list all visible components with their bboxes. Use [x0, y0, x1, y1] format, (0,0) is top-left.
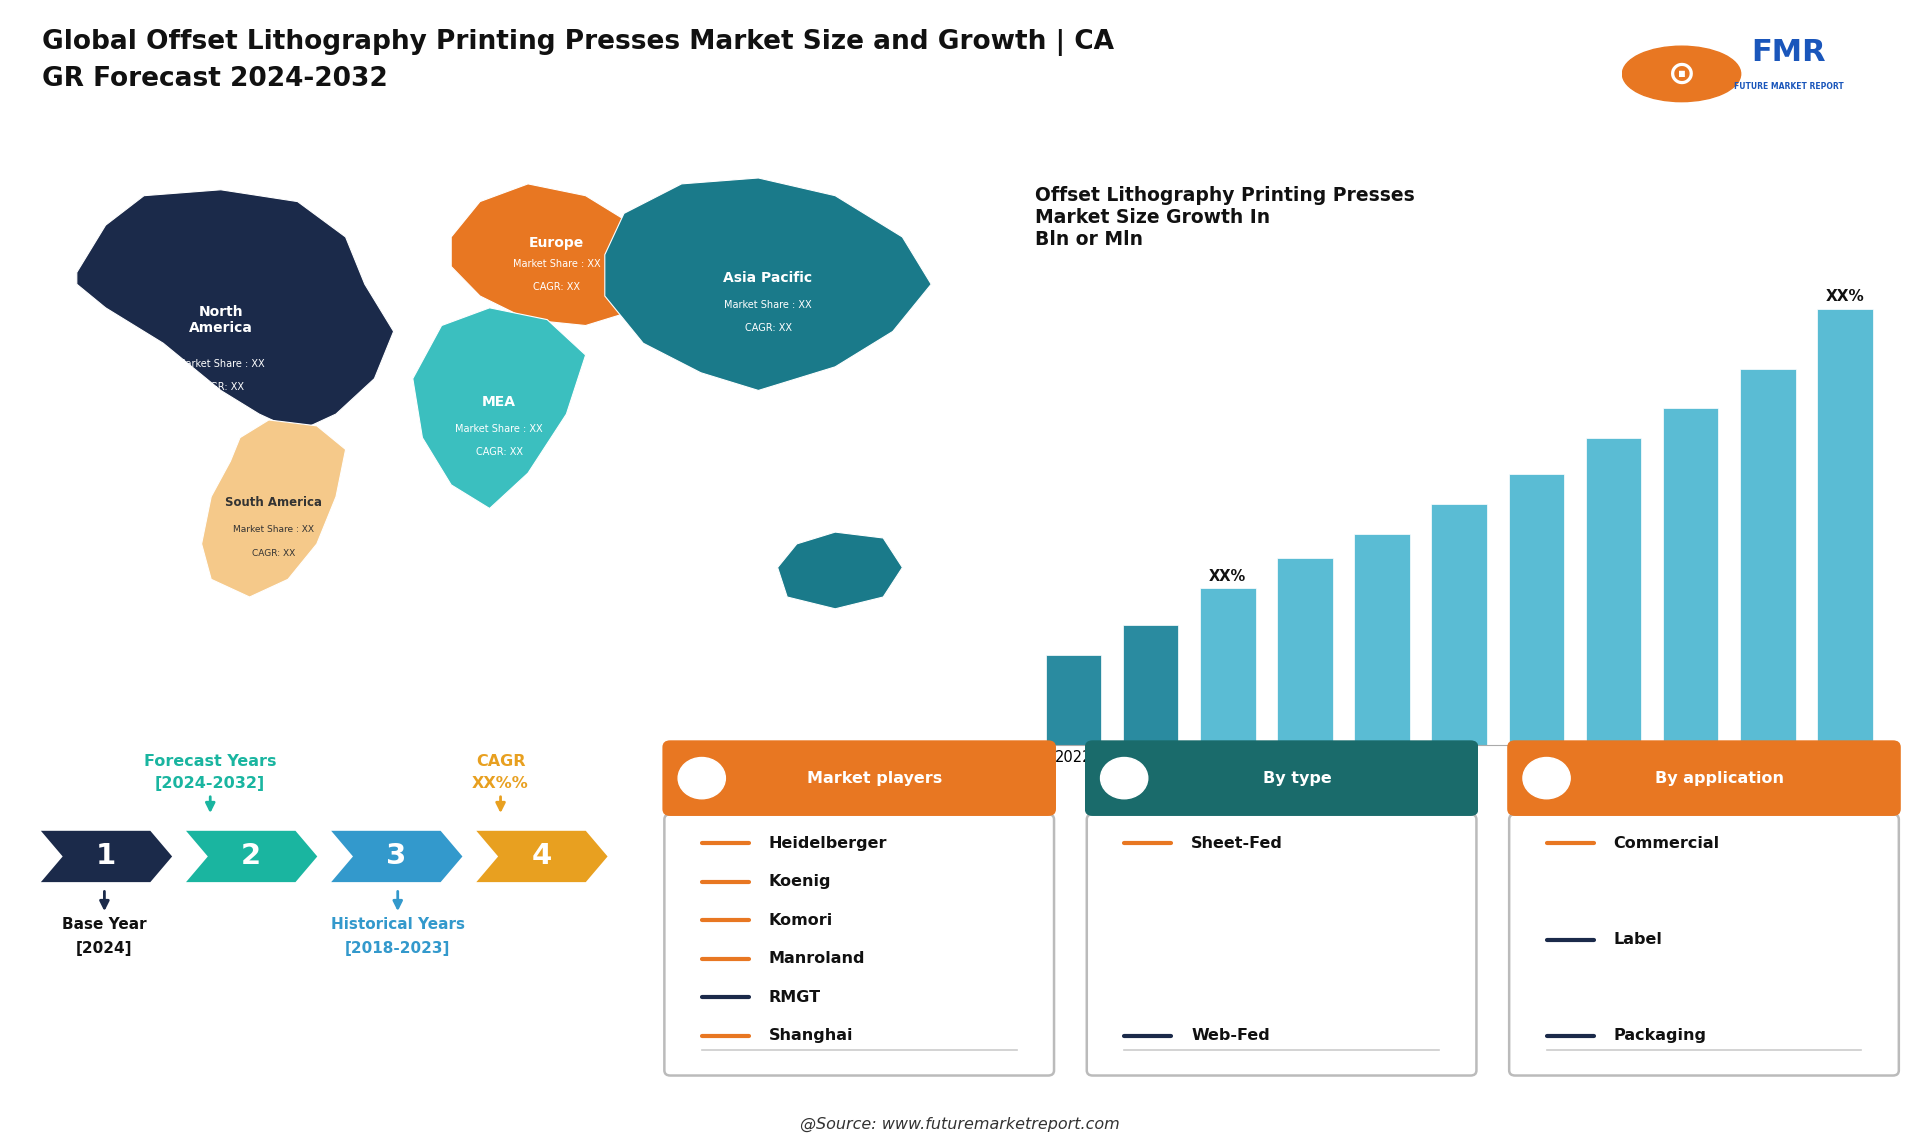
Bar	[1200, 588, 1256, 745]
Text: Koenig: Koenig	[768, 874, 831, 889]
Bar	[1816, 308, 1872, 745]
Text: Shanghai: Shanghai	[768, 1028, 852, 1044]
Bar	[1663, 408, 1718, 745]
Text: CAGR: XX: CAGR: XX	[745, 323, 791, 333]
Text: Manroland: Manroland	[768, 951, 866, 966]
Text: Forecast Years: Forecast Years	[144, 754, 276, 769]
Text: Market Share : XX: Market Share : XX	[724, 300, 812, 309]
Text: [2024]: [2024]	[77, 941, 132, 956]
Bar	[1432, 504, 1486, 745]
Text: @Source: www.futuremarketreport.com: @Source: www.futuremarketreport.com	[801, 1117, 1119, 1132]
Bar	[1354, 534, 1409, 745]
Text: MEA: MEA	[482, 395, 516, 409]
Text: 3: 3	[386, 842, 407, 871]
Circle shape	[1523, 758, 1571, 799]
Text: Sheet-Fed: Sheet-Fed	[1190, 835, 1283, 851]
Bar	[1509, 474, 1565, 745]
Text: GR Forecast 2024-2032: GR Forecast 2024-2032	[42, 66, 388, 93]
Bar	[1277, 558, 1332, 745]
Text: CAGR: CAGR	[476, 754, 526, 769]
FancyBboxPatch shape	[1087, 814, 1476, 1075]
Bar	[1740, 369, 1795, 745]
Text: Label: Label	[1613, 932, 1663, 948]
Text: XX%%: XX%%	[472, 776, 528, 791]
FancyBboxPatch shape	[664, 814, 1054, 1075]
Polygon shape	[474, 830, 609, 884]
Text: By type: By type	[1263, 770, 1332, 786]
Text: Market players: Market players	[806, 770, 943, 786]
Text: RMGT: RMGT	[768, 990, 820, 1005]
Text: FMR: FMR	[1751, 38, 1826, 66]
Text: XX%: XX%	[1826, 289, 1864, 304]
Text: XX%: XX%	[1210, 568, 1246, 584]
Polygon shape	[202, 419, 346, 597]
Circle shape	[678, 758, 726, 799]
Polygon shape	[413, 308, 586, 509]
Text: South America: South America	[225, 496, 323, 509]
Text: Market Share : XX: Market Share : XX	[513, 259, 601, 268]
Text: Heidelberger: Heidelberger	[768, 835, 887, 851]
Text: CAGR: XX: CAGR: XX	[476, 447, 522, 457]
Text: 4: 4	[532, 842, 551, 871]
Text: Market Share : XX: Market Share : XX	[455, 424, 543, 433]
Bar	[1123, 625, 1179, 745]
Bar	[1586, 438, 1642, 745]
Text: [2018-2023]: [2018-2023]	[346, 941, 451, 956]
Text: 1: 1	[96, 842, 115, 871]
Polygon shape	[38, 830, 175, 884]
Text: Asia Pacific: Asia Pacific	[724, 272, 812, 285]
Polygon shape	[451, 183, 662, 325]
Text: CAGR: XX: CAGR: XX	[534, 282, 580, 292]
Text: Web-Fed: Web-Fed	[1190, 1028, 1269, 1044]
Text: FUTURE MARKET REPORT: FUTURE MARKET REPORT	[1734, 83, 1843, 91]
Text: Europe: Europe	[530, 236, 584, 250]
Polygon shape	[778, 532, 902, 609]
Text: 2: 2	[242, 842, 261, 871]
Text: Market Share : XX: Market Share : XX	[177, 359, 265, 369]
Polygon shape	[328, 830, 465, 884]
Text: Offset Lithography Printing Presses
Market Size Growth In
Bln or Mln: Offset Lithography Printing Presses Mark…	[1035, 187, 1415, 250]
Circle shape	[1622, 46, 1741, 102]
Text: [2024-2032]: [2024-2032]	[156, 776, 265, 791]
FancyBboxPatch shape	[1085, 740, 1478, 816]
Polygon shape	[182, 830, 319, 884]
Polygon shape	[605, 178, 931, 391]
Polygon shape	[77, 190, 394, 432]
Text: Global Offset Lithography Printing Presses Market Size and Growth | CA: Global Offset Lithography Printing Press…	[42, 29, 1114, 56]
Text: Historical Years: Historical Years	[330, 917, 465, 932]
FancyBboxPatch shape	[1507, 740, 1901, 816]
Text: North
America: North America	[188, 305, 253, 335]
Text: CAGR: XX: CAGR: XX	[198, 383, 244, 392]
Circle shape	[1100, 758, 1148, 799]
Text: Base Year: Base Year	[61, 917, 146, 932]
Text: Commercial: Commercial	[1613, 835, 1720, 851]
FancyBboxPatch shape	[1509, 814, 1899, 1075]
Text: Komori: Komori	[768, 913, 833, 928]
Text: By application: By application	[1655, 770, 1784, 786]
Text: ⊙: ⊙	[1668, 57, 1695, 91]
Text: CAGR: XX: CAGR: XX	[252, 549, 296, 558]
Bar	[1046, 654, 1102, 745]
Text: Packaging: Packaging	[1613, 1028, 1707, 1044]
Text: Market Share : XX: Market Share : XX	[232, 525, 315, 534]
FancyBboxPatch shape	[662, 740, 1056, 816]
